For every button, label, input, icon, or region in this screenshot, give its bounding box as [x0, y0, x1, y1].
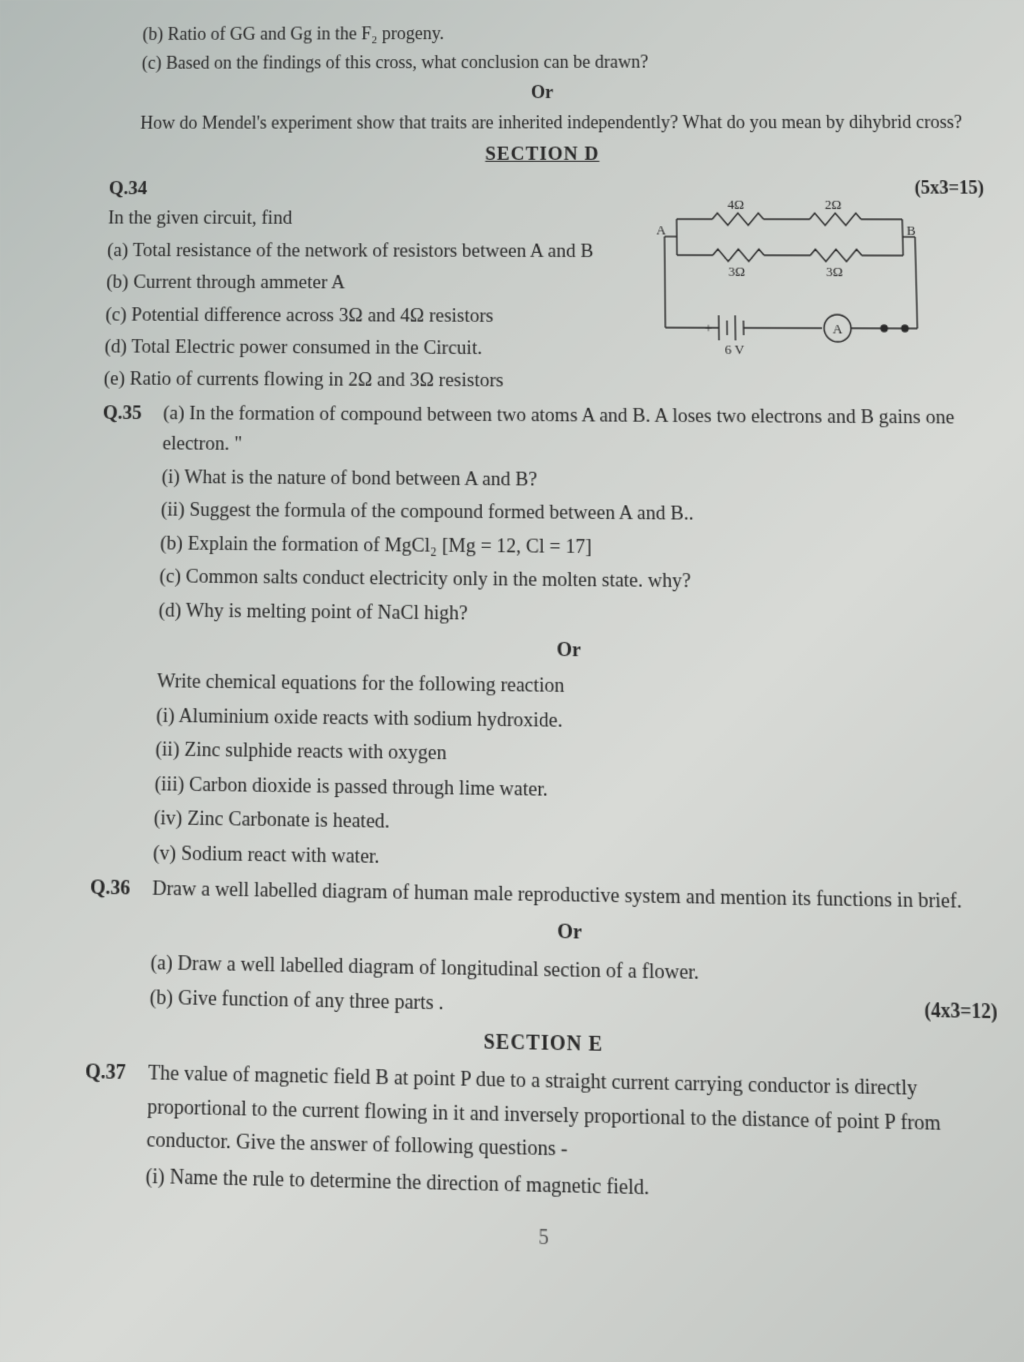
q35-c: (c) Common salts conduct electricity onl… [159, 561, 985, 600]
section-e-title: SECTION E [484, 1030, 604, 1056]
q34-num: Q.34 [108, 174, 163, 204]
circuit-r2-label: 2Ω [825, 198, 842, 213]
q36-stem: Draw a well labelled diagram of human ma… [152, 877, 962, 913]
q35-d: (d) Why is melting point of NaCl high? [158, 595, 986, 635]
section-d-title: SECTION D [485, 144, 599, 165]
q37-num: Q.37 [85, 1056, 144, 1090]
q37-stem: The value of magnetic field B at point P… [146, 1061, 941, 1161]
circuit-node-b: B [906, 224, 915, 239]
q34-stem: In the given circuit, find [108, 208, 293, 230]
q36-num: Q.36 [90, 872, 148, 905]
pre-alt: How do Mendel's experiment show that tra… [110, 109, 982, 136]
circuit-voltage-label: 6 V [725, 343, 745, 358]
pre-b: (b) Ratio of GG and Gg in the F₂ progeny… [113, 18, 980, 47]
pre-c: (c) Based on the findings of this cross,… [112, 48, 981, 76]
circuit-r3-label: 3Ω [728, 265, 745, 280]
q36-alt-b: (b) Give function of any three parts . [149, 986, 443, 1015]
circuit-r1-label: 4Ω [727, 198, 744, 212]
page-number: 5 [81, 1210, 1017, 1266]
section-e-marks: (4x3=12) [924, 996, 998, 1029]
pre-or: Or [111, 78, 981, 106]
section-d-marks: (5x3=15) [914, 174, 984, 203]
circuit-diagram: 4Ω 2Ω 3Ω 3Ω A B A 6 V + [656, 194, 927, 371]
q35-a-stem: (a) In the formation of compound between… [162, 402, 954, 455]
q37-i: (i) Name the rule to determine the direc… [145, 1160, 1003, 1213]
circuit-plus: + [705, 322, 713, 337]
q35-b: (b) Explain the formation of MgCl₂ [Mg =… [160, 528, 985, 566]
circuit-ammeter-label: A [833, 322, 844, 337]
q35-a-i: (i) What is the nature of bond between A… [161, 462, 982, 499]
circuit-node-a: A [656, 223, 666, 238]
q35-a-ii: (ii) Suggest the formula of the compound… [161, 495, 984, 532]
circuit-r4-label: 3Ω [826, 265, 843, 280]
q35-or: Or [157, 630, 987, 671]
q35-num: Q.35 [102, 398, 158, 429]
